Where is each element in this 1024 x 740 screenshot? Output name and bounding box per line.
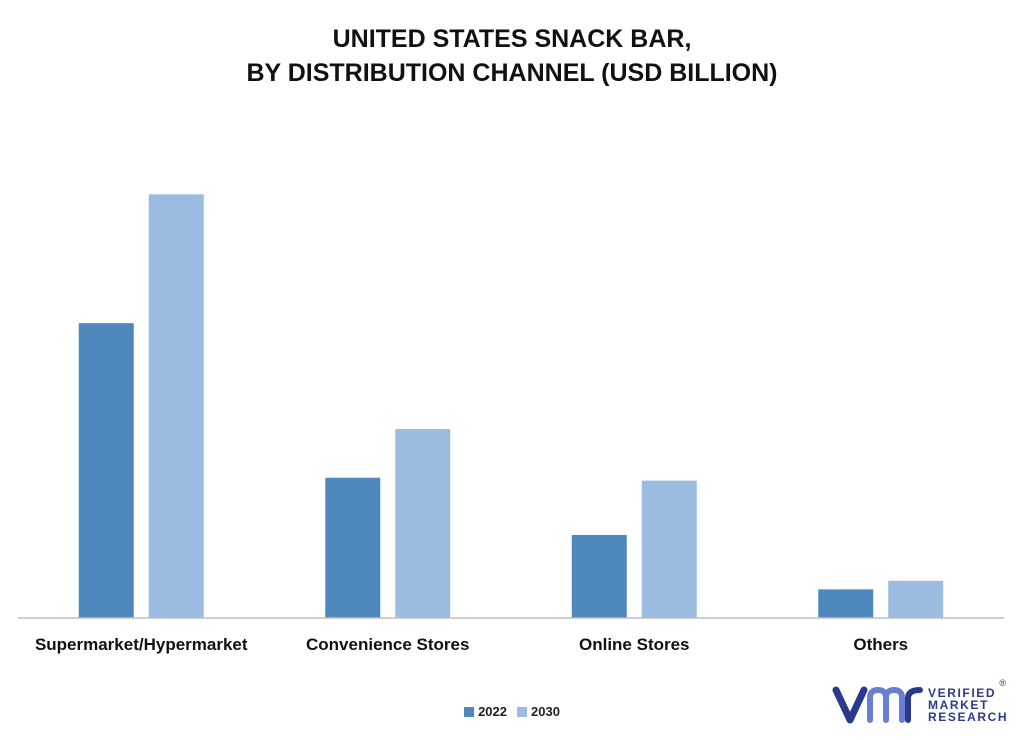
bar-2030-2: [641, 480, 697, 618]
category-label: Supermarket/Hypermarket: [35, 635, 248, 654]
legend-label-2022: 2022: [478, 704, 507, 719]
legend-swatch-2022: [464, 706, 475, 717]
category-label: Convenience Stores: [306, 635, 469, 654]
logo-wordmark: VERIFIED MARKET RESEARCH: [928, 687, 1008, 723]
legend-item-2022: 2022: [464, 704, 507, 719]
bar-2030-3: [888, 580, 944, 618]
vmr-logo-icon: [832, 686, 923, 724]
verified-market-research-logo: VERIFIED MARKET RESEARCH ®: [832, 678, 1012, 730]
category-label: Others: [853, 635, 908, 654]
chart-title-line-1: UNITED STATES SNACK BAR,: [332, 25, 692, 53]
chart-title: UNITED STATES SNACK BAR, BY DISTRIBUTION…: [0, 22, 1024, 90]
legend-item-2030: 2030: [517, 704, 560, 719]
logo-line-2: MARKET: [928, 698, 989, 712]
legend-swatch-2030: [517, 706, 527, 717]
bar-2022-3: [818, 589, 874, 618]
legend-label-2030: 2030: [531, 704, 560, 719]
logo-line-1: VERIFIED: [928, 686, 997, 700]
bar-2030-0: [148, 194, 204, 618]
category-label: Online Stores: [579, 635, 690, 654]
bar-2030-1: [395, 429, 451, 618]
chart-title-line-2: BY DISTRIBUTION CHANNEL (USD BILLION): [246, 59, 778, 87]
legend: 2022 2030: [0, 704, 1024, 719]
bar-2022-2: [571, 534, 627, 618]
registered-mark: ®: [999, 678, 1006, 688]
logo-line-3: RESEARCH: [928, 710, 1009, 724]
bar-2022-0: [78, 323, 134, 618]
bar-2022-1: [325, 477, 381, 618]
